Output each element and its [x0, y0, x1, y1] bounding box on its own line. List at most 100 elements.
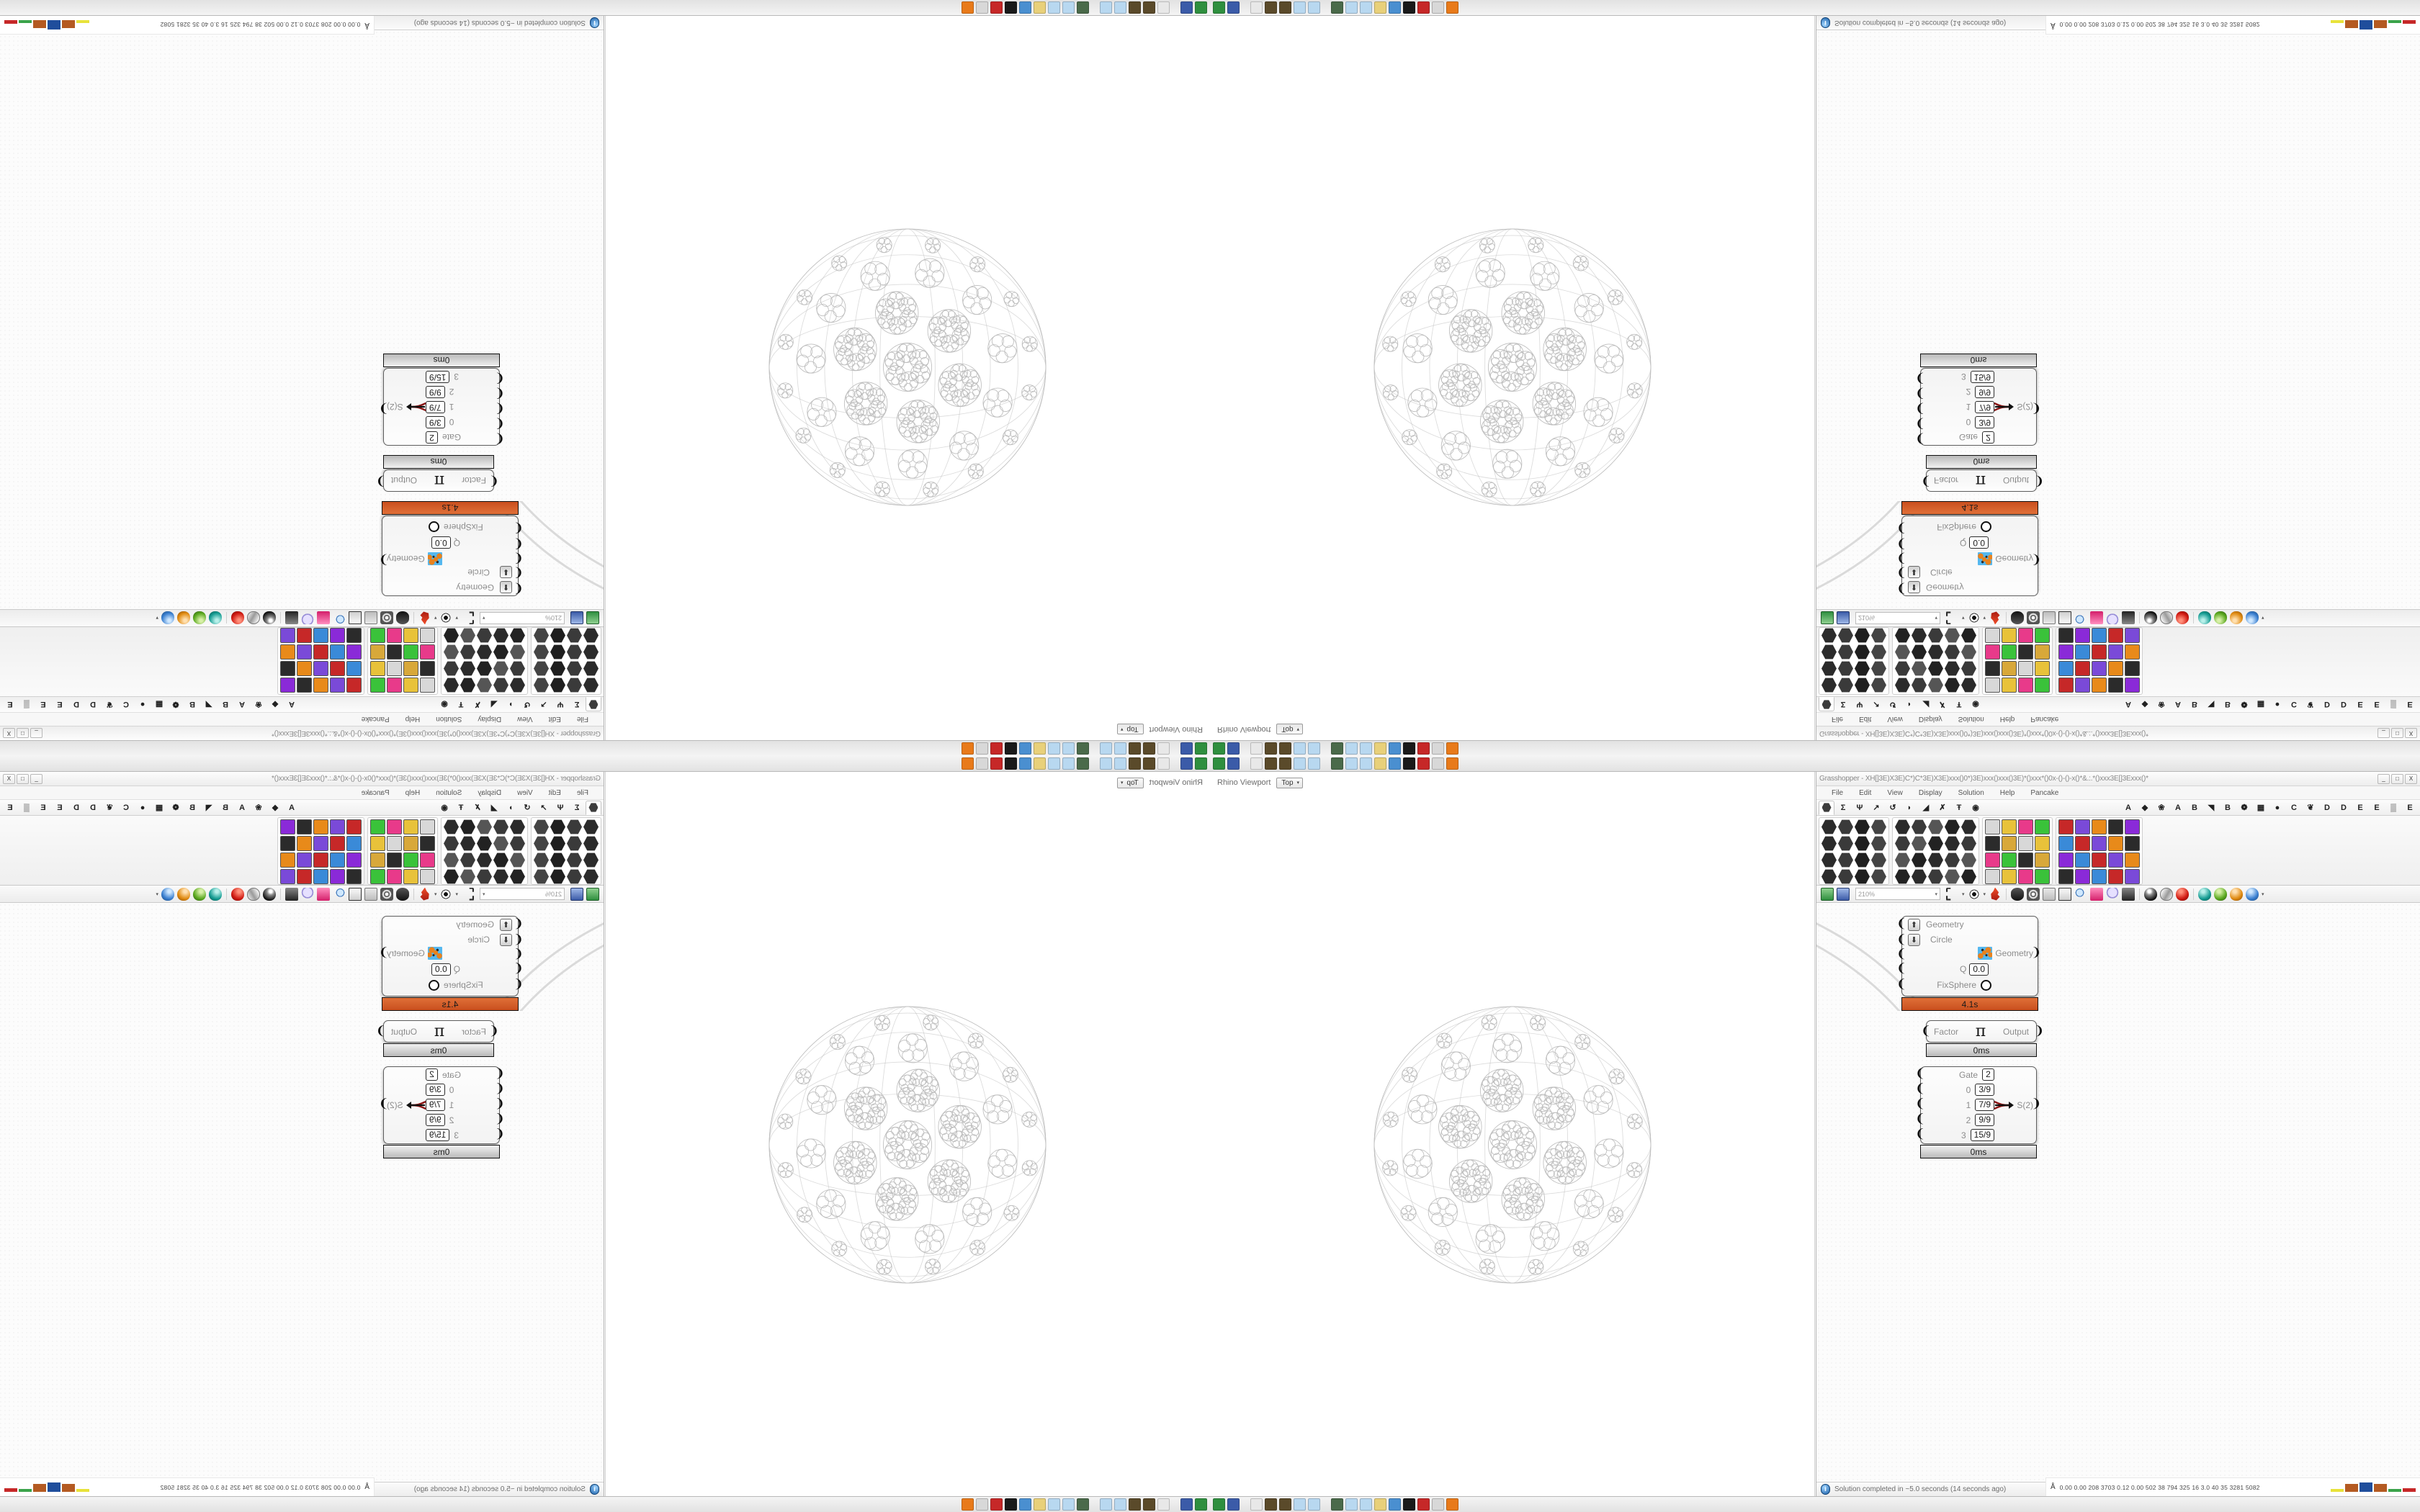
- ribbon-component-icon[interactable]: [1945, 869, 1960, 884]
- input-grip[interactable]: ❨: [513, 551, 524, 565]
- plugin-tab-0[interactable]: A: [2125, 803, 2131, 812]
- ribbon-component-icon[interactable]: [477, 819, 492, 834]
- windows-taskbar-top[interactable]: [0, 756, 1210, 772]
- ribbon-component-icon[interactable]: [387, 678, 402, 693]
- viewport-view-dropdown[interactable]: Top ▾: [1276, 777, 1304, 788]
- taskbar-app-icon[interactable]: [1403, 757, 1415, 770]
- ribbon-component-icon[interactable]: [2058, 836, 2074, 851]
- ribbon-component-icon[interactable]: [1945, 644, 1960, 660]
- menu-item-solution[interactable]: Solution: [1958, 788, 1984, 797]
- taskbar-app-icon[interactable]: [1417, 742, 1430, 755]
- ribbon-component-icon[interactable]: [567, 869, 582, 884]
- ribbon-component-icon[interactable]: [403, 852, 418, 868]
- gate-row-value[interactable]: 9/9: [426, 386, 445, 398]
- taskbar-app-icon[interactable]: [1227, 1498, 1240, 1511]
- taskbar-app-icon[interactable]: [1360, 1, 1372, 14]
- menu-item-view[interactable]: View: [517, 788, 533, 797]
- input-grip[interactable]: ❨: [513, 581, 524, 595]
- plugin-tab-14[interactable]: E: [57, 700, 63, 709]
- ribbon-component-icon[interactable]: [2018, 819, 2033, 834]
- grasshopper-title-bar[interactable]: Grasshopper - XH[]3E)X3E)C*)C*3E)X3E)xxx…: [1816, 772, 2420, 786]
- ribbon-component-icon[interactable]: [297, 836, 312, 851]
- taskbar-icon-list[interactable]: [962, 1498, 1207, 1511]
- gate-row-value[interactable]: 15/9: [426, 371, 450, 383]
- q-value-field[interactable]: 0.0: [431, 536, 451, 549]
- input-grip[interactable]: ❨: [494, 416, 505, 431]
- taskbar-app-icon[interactable]: [1360, 742, 1372, 755]
- ribbon-component-icon[interactable]: [1985, 852, 2000, 868]
- canvas-toolbar[interactable]: 210% ▾ ▾ ▾: [0, 609, 604, 626]
- taskbar-app-icon[interactable]: [1019, 1498, 1031, 1511]
- preview-green-icon[interactable]: [192, 887, 206, 901]
- q-value-field[interactable]: 0.0: [431, 963, 451, 976]
- taskbar-app-icon[interactable]: [1077, 742, 1089, 755]
- ribbon-component-icon[interactable]: [2075, 661, 2090, 676]
- plugin-tab-4[interactable]: B: [223, 803, 228, 812]
- ribbon-component-icon[interactable]: [2092, 819, 2107, 834]
- taskbar-app-icon[interactable]: [1062, 757, 1075, 770]
- plugin-tab-15[interactable]: E: [40, 700, 46, 709]
- save-file-icon[interactable]: [570, 887, 583, 901]
- component-category-tabs[interactable]: Σ Ψ ↗ ↺ ◗ ◢ ✗ Ŧ ◉ A ◆ ❀ A B ◥ B ❁ ▦ ● C ❦ D D E E ▒ E: [0, 696, 604, 712]
- zoom-level-input[interactable]: 210% ▾: [480, 612, 565, 624]
- ribbon-component-icon[interactable]: [387, 869, 402, 884]
- taskbar-app-icon[interactable]: [1034, 1, 1046, 14]
- plugin-tab-16[interactable]: ▒: [2390, 803, 2396, 812]
- component-ribbon[interactable]: GeometryPrimitiveInputUtil: [1816, 816, 2420, 886]
- ribbon-component-icon[interactable]: [313, 819, 328, 834]
- ribbon-component-icon[interactable]: [370, 678, 385, 693]
- preview-green-icon[interactable]: [2214, 611, 2228, 625]
- q-value-field[interactable]: 0.0: [1969, 536, 1989, 549]
- ribbon-component-icon[interactable]: [1985, 644, 2000, 660]
- grasshopper-title-bar[interactable]: Grasshopper - XH[]3E)X3E)C*)C*3E)X3E)xxx…: [1816, 726, 2420, 740]
- ribbon-component-icon[interactable]: [330, 628, 345, 643]
- close-button[interactable]: X: [2405, 773, 2417, 784]
- taskbar-app-icon[interactable]: [1100, 742, 1112, 755]
- ribbon-component-icon[interactable]: [1895, 869, 1910, 884]
- ribbon-component-icon[interactable]: [567, 819, 582, 834]
- menu-item-view[interactable]: View: [1887, 788, 1903, 797]
- plugin-tab-0[interactable]: A: [2125, 700, 2131, 709]
- shade-red-icon[interactable]: [230, 611, 244, 625]
- ribbon-component-icon[interactable]: [460, 869, 475, 884]
- plugin-tab-7[interactable]: ❁: [172, 700, 179, 708]
- maximize-button[interactable]: □: [17, 773, 29, 784]
- ribbon-component-icon[interactable]: [1945, 836, 1960, 851]
- tab-transform[interactable]: Ŧ: [1956, 803, 1962, 812]
- plugin-tab-15[interactable]: E: [2374, 700, 2380, 709]
- ribbon-component-icon[interactable]: [1871, 819, 1886, 834]
- plugin-tab-9[interactable]: ●: [140, 700, 145, 709]
- input-grip[interactable]: ❨: [488, 1024, 499, 1038]
- zoom-extents-icon[interactable]: [461, 612, 474, 625]
- taskbar-app-icon[interactable]: [1265, 757, 1277, 770]
- ribbon-component-icon[interactable]: [403, 678, 418, 693]
- taskbar-app-icon[interactable]: [1279, 1498, 1291, 1511]
- fixsphere-component[interactable]: ❨ ⬆ Geometry ❨ ⬇ Circle ❨ T ❨: [379, 916, 524, 996]
- menu-item-file[interactable]: File: [1832, 715, 1844, 724]
- close-button[interactable]: X: [3, 728, 15, 739]
- ribbon-component-icon[interactable]: [534, 678, 549, 693]
- ribbon-component-icon[interactable]: [1912, 819, 1927, 834]
- ribbon-component-icon[interactable]: [2092, 644, 2107, 660]
- ribbon-component-icon[interactable]: [2035, 852, 2050, 868]
- ribbon-component-icon[interactable]: [2108, 644, 2123, 660]
- ribbon-component-icon[interactable]: [1821, 661, 1837, 676]
- taskbar-app-icon[interactable]: [1180, 757, 1193, 770]
- ribbon-component-icon[interactable]: [444, 644, 459, 660]
- ribbon-component-icon[interactable]: [2108, 836, 2123, 851]
- ribbon-component-icon[interactable]: [567, 628, 582, 643]
- preview-teal-icon[interactable]: [2198, 611, 2212, 625]
- capsule-icon[interactable]: [395, 611, 409, 625]
- input-grip[interactable]: ❨: [1896, 947, 1907, 961]
- input-grip[interactable]: ❨: [513, 565, 524, 580]
- plugin-tab-5[interactable]: ◥: [2208, 804, 2215, 812]
- minimize-button[interactable]: _: [2378, 728, 2390, 739]
- chevron-down-icon[interactable]: ▾: [455, 891, 458, 897]
- tab-sets[interactable]: Ψ: [557, 700, 564, 709]
- save-file-icon[interactable]: [1837, 887, 1850, 901]
- ribbon-component-icon[interactable]: [1855, 836, 1870, 851]
- bake-icon[interactable]: [316, 611, 330, 625]
- ribbon-component-icon[interactable]: [1961, 628, 1976, 643]
- gate-row[interactable]: ❨ 0 3/9: [1915, 1082, 2036, 1097]
- input-grip[interactable]: ❨: [513, 932, 524, 947]
